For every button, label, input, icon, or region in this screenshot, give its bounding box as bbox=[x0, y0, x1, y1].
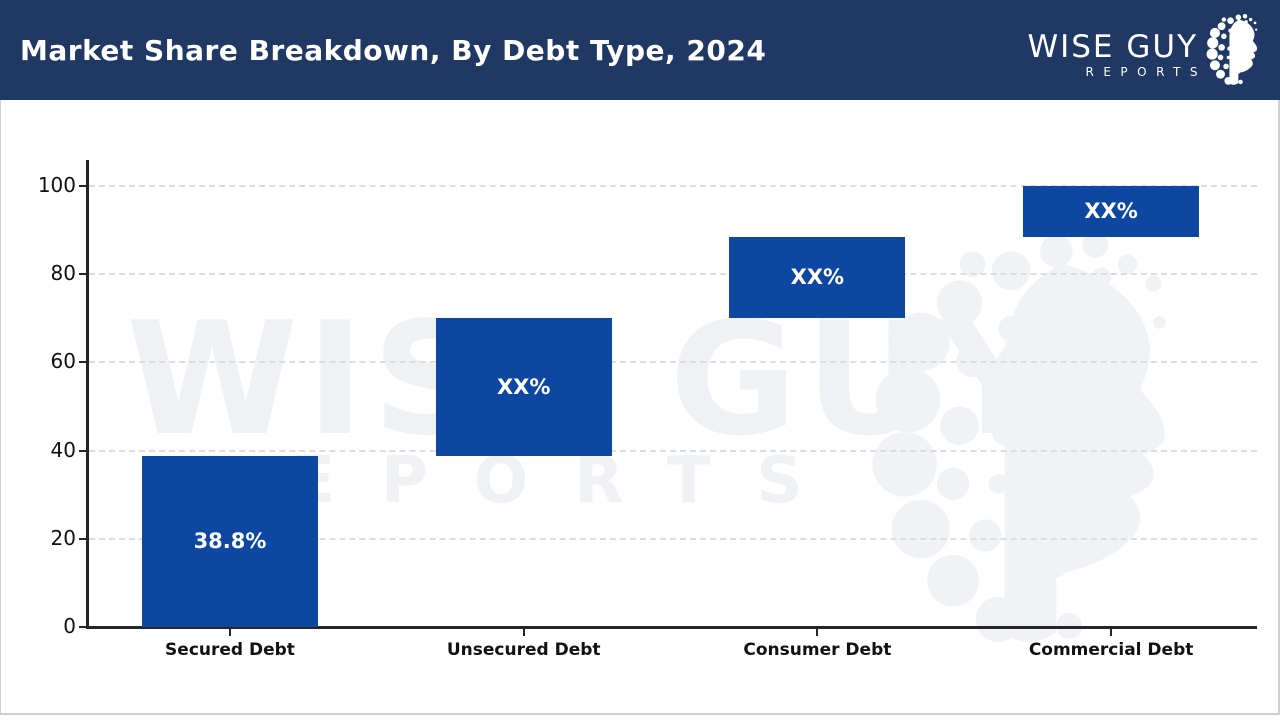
page-title: Market Share Breakdown, By Debt Type, 20… bbox=[20, 34, 767, 67]
x-tick-label-secured-debt: Secured Debt bbox=[165, 640, 295, 660]
x-tick-label-commercial-debt: Commercial Debt bbox=[1028, 640, 1194, 660]
bar-value-label: 38.8% bbox=[193, 529, 267, 554]
bar-commercial-debt[interactable]: XX% bbox=[1023, 186, 1200, 237]
gridline-y-40 bbox=[89, 449, 1257, 452]
y-tick-mark-0 bbox=[79, 626, 86, 628]
x-tick-mark-consumer-debt bbox=[816, 629, 819, 636]
logo-wordmark: WISE GUY bbox=[1027, 29, 1198, 65]
page-bottom-border bbox=[0, 713, 1280, 715]
y-tick-mark-80 bbox=[79, 273, 86, 276]
wiseguy-logo: WISE GUY REPORTS bbox=[1018, 6, 1268, 96]
bar-consumer-debt[interactable]: XX% bbox=[729, 236, 906, 319]
wiseguy-head-icon bbox=[1206, 14, 1258, 85]
y-tick-mark-20 bbox=[79, 537, 86, 540]
gridline-y-100 bbox=[89, 185, 1257, 187]
bar-unsecured-debt[interactable]: XX% bbox=[435, 318, 612, 456]
logo-subtitle: REPORTS bbox=[1085, 65, 1207, 79]
x-tick-label-unsecured-debt: Unsecured Debt bbox=[446, 640, 601, 660]
x-axis-line bbox=[86, 626, 1257, 629]
bar-value-label: XX% bbox=[1084, 199, 1138, 224]
y-tick-label-100: 100 bbox=[37, 173, 76, 197]
y-tick-label-0: 0 bbox=[63, 614, 76, 638]
bar-secured-debt[interactable]: 38.8% bbox=[142, 455, 318, 627]
page-right-border bbox=[1278, 100, 1280, 715]
header-bar: Market Share Breakdown, By Debt Type, 20… bbox=[0, 0, 1280, 100]
x-tick-mark-unsecured-debt bbox=[522, 629, 525, 636]
y-tick-label-80: 80 bbox=[50, 261, 76, 286]
x-tick-mark-commercial-debt bbox=[1110, 629, 1113, 636]
x-tick-mark-secured-debt bbox=[229, 629, 231, 636]
y-axis-line bbox=[86, 160, 89, 629]
page-left-border bbox=[0, 100, 1, 715]
watermark-head-icon bbox=[872, 232, 1167, 643]
bar-value-label: XX% bbox=[790, 265, 845, 290]
x-tick-label-consumer-debt: Consumer Debt bbox=[743, 640, 892, 660]
gridline-y-80 bbox=[89, 273, 1257, 276]
y-tick-label-40: 40 bbox=[50, 437, 76, 462]
gridline-y-20 bbox=[89, 537, 1257, 540]
y-tick-label-20: 20 bbox=[50, 525, 76, 550]
bar-value-label: XX% bbox=[496, 375, 551, 400]
y-tick-mark-40 bbox=[79, 449, 86, 452]
gridline-y-60 bbox=[89, 361, 1257, 364]
y-tick-mark-60 bbox=[79, 361, 86, 364]
y-tick-label-60: 60 bbox=[50, 349, 76, 374]
y-tick-mark-100 bbox=[79, 185, 86, 187]
logo-text: WISE GUY REPORTS bbox=[1027, 30, 1198, 80]
